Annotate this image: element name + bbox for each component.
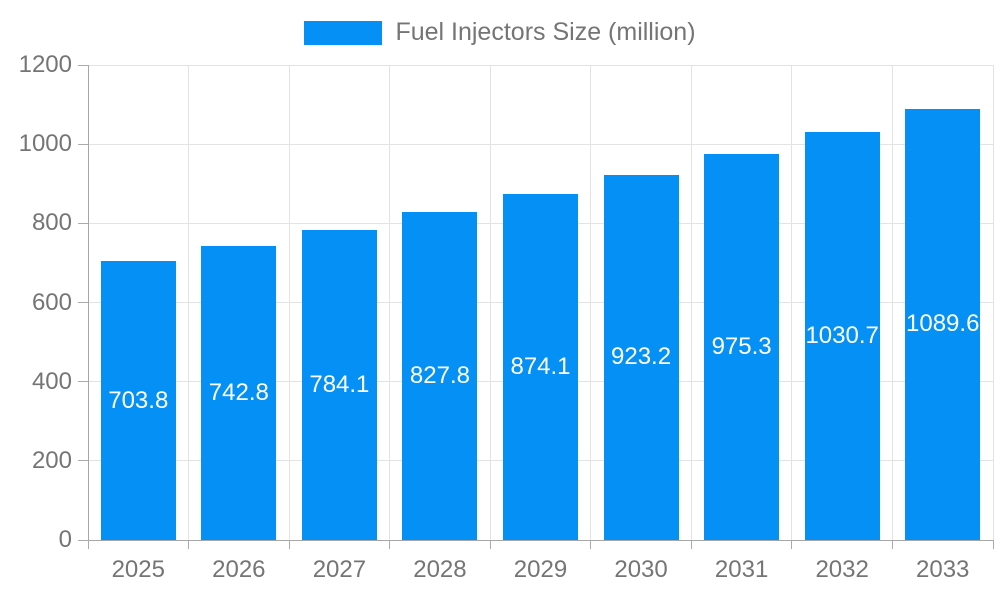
v-gridline xyxy=(489,65,491,540)
bar[interactable]: 703.8 xyxy=(100,261,176,540)
v-gridline xyxy=(791,65,793,540)
bar[interactable]: 742.8 xyxy=(201,245,277,540)
legend-label: Fuel Injectors Size (million) xyxy=(395,18,696,46)
x-tick-mark xyxy=(188,540,190,549)
y-axis-line xyxy=(88,65,89,548)
x-tick-mark xyxy=(791,540,793,549)
bar[interactable]: 874.1 xyxy=(503,194,578,540)
x-tick-mark xyxy=(489,540,491,549)
y-tick-label: 0 xyxy=(58,526,72,553)
x-tick-label: 2028 xyxy=(413,556,467,583)
y-tick-mark xyxy=(78,222,88,224)
h-gridline xyxy=(88,64,993,66)
bar-value-label: 975.3 xyxy=(711,332,772,360)
x-tick-mark xyxy=(891,540,893,549)
x-tick-label: 2032 xyxy=(815,556,869,583)
bar-value-label: 1030.7 xyxy=(805,322,879,349)
bar-value-label: 874.1 xyxy=(510,353,571,380)
x-tick-label: 2029 xyxy=(513,556,568,583)
v-gridline xyxy=(389,65,391,540)
bar[interactable]: 923.2 xyxy=(603,174,679,540)
bar-value-label: 703.8 xyxy=(108,386,169,414)
bar-value-label: 923.2 xyxy=(611,343,672,371)
x-tick-mark xyxy=(690,540,692,549)
x-tick-label: 2033 xyxy=(916,556,970,583)
plot-area: 703.8 742.8 784.1 827.8 874.1 923.2 975.3 1030.… xyxy=(88,64,994,540)
y-tick-label: 400 xyxy=(31,367,72,395)
x-axis-line xyxy=(80,540,993,541)
x-tick-mark xyxy=(992,540,994,549)
bar-value-label: 742.8 xyxy=(208,378,269,406)
legend-item[interactable]: Fuel Injectors Size (million) xyxy=(0,18,1000,47)
x-tick-label: 2026 xyxy=(212,556,266,583)
y-tick-label: 600 xyxy=(31,288,72,316)
v-gridline xyxy=(992,65,994,540)
y-tick-label: 1000 xyxy=(18,130,72,158)
y-tick-mark xyxy=(78,64,88,66)
v-gridline xyxy=(690,65,692,540)
x-tick-mark xyxy=(87,540,89,549)
y-tick-mark xyxy=(78,381,88,383)
x-tick-mark xyxy=(590,540,592,549)
bar-value-label: 784.1 xyxy=(309,370,370,398)
v-gridline xyxy=(188,65,190,540)
v-gridline xyxy=(891,65,893,540)
y-tick-mark xyxy=(78,143,88,145)
y-tick-label: 1200 xyxy=(18,51,72,78)
x-tick-mark xyxy=(389,540,391,549)
x-tick-mark xyxy=(288,540,290,549)
x-tick-label: 2027 xyxy=(312,556,367,583)
x-tick-label: 2031 xyxy=(714,556,769,583)
bar[interactable]: 827.8 xyxy=(402,212,478,540)
h-gridline xyxy=(88,143,993,145)
bar[interactable]: 1089.6 xyxy=(905,108,981,540)
bar-value-label: 827.8 xyxy=(409,362,470,390)
bar[interactable]: 784.1 xyxy=(301,229,377,540)
bar[interactable]: 1030.7 xyxy=(804,132,880,540)
y-tick-label: 200 xyxy=(31,446,72,474)
v-gridline xyxy=(288,65,290,540)
y-tick-mark xyxy=(78,539,88,541)
y-tick-label: 800 xyxy=(31,209,72,237)
v-gridline xyxy=(590,65,592,540)
y-tick-mark xyxy=(78,302,88,303)
y-tick-mark xyxy=(78,460,88,462)
legend-swatch xyxy=(304,20,383,45)
bar[interactable]: 975.3 xyxy=(704,153,780,540)
x-tick-label: 2030 xyxy=(614,556,668,583)
bar-value-label: 1089.6 xyxy=(906,310,980,338)
x-tick-label: 2025 xyxy=(111,556,165,583)
